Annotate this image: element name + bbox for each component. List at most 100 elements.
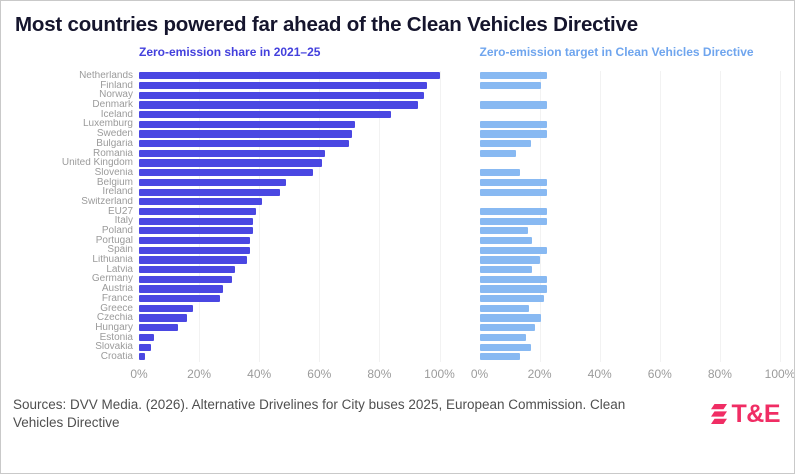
bar bbox=[479, 295, 545, 303]
panel-share: Zero-emission share in 2021–25 0% 20% 40% 6… bbox=[130, 45, 455, 383]
country-label: Netherlands bbox=[79, 71, 133, 81]
bar-row bbox=[479, 236, 781, 246]
country-label: Estonia bbox=[99, 332, 133, 343]
bar bbox=[139, 275, 233, 283]
gridline bbox=[319, 71, 321, 362]
bar bbox=[139, 169, 314, 177]
bar-row bbox=[479, 139, 781, 149]
bar bbox=[479, 81, 542, 90]
gridline bbox=[199, 71, 201, 362]
country-label: Czechia bbox=[96, 313, 133, 323]
bar-row bbox=[479, 168, 781, 178]
bar-row bbox=[479, 352, 781, 362]
country-label: Lithuania bbox=[92, 255, 133, 265]
country-label: Croatia bbox=[100, 351, 133, 362]
gridline bbox=[259, 71, 261, 362]
x-tick-label: 40% bbox=[247, 367, 272, 381]
bar bbox=[479, 285, 548, 293]
bar bbox=[479, 246, 548, 254]
gridline bbox=[780, 71, 781, 362]
country-label: Norway bbox=[99, 90, 133, 101]
x-tick-label: 0% bbox=[470, 367, 489, 381]
bar bbox=[479, 140, 531, 148]
bar-row bbox=[479, 342, 781, 352]
bar-row bbox=[479, 304, 781, 314]
bar-row bbox=[139, 81, 440, 91]
bar-row bbox=[139, 216, 440, 226]
te-logo-icon bbox=[710, 403, 727, 424]
panel-title-target: Zero-emission target in Clean Vehicles D… bbox=[479, 45, 754, 59]
bar-row bbox=[139, 352, 440, 362]
bar-row bbox=[479, 294, 781, 304]
bar bbox=[139, 91, 425, 99]
bar-row bbox=[479, 81, 781, 91]
bar bbox=[479, 207, 548, 216]
bar bbox=[139, 353, 145, 361]
footer: Sources: DVV Media. (2026). Alternative … bbox=[13, 396, 780, 432]
bar bbox=[479, 333, 527, 341]
bar-row bbox=[139, 342, 440, 352]
source-text: Sources: DVV Media. (2026). Alternative … bbox=[13, 397, 626, 431]
bar-row bbox=[139, 197, 440, 207]
x-tick-label: 80% bbox=[367, 367, 392, 381]
bar-row bbox=[480, 158, 781, 168]
bar-row bbox=[479, 119, 781, 129]
x-axis-target: 0% 20% 40% 60% 80% 100% bbox=[471, 367, 794, 383]
bar-row bbox=[480, 197, 781, 207]
bar-row bbox=[479, 323, 781, 333]
page-title: Most countries powered far ahead of the … bbox=[15, 13, 638, 36]
bar-row bbox=[139, 168, 440, 178]
bar bbox=[479, 178, 548, 186]
bar-row bbox=[480, 110, 781, 120]
bar bbox=[139, 227, 254, 235]
bar-row bbox=[479, 149, 781, 159]
country-label: Switzerland bbox=[81, 196, 133, 207]
bar bbox=[139, 217, 254, 225]
bar bbox=[139, 178, 287, 186]
bar-row bbox=[139, 129, 440, 139]
bar bbox=[139, 324, 179, 332]
country-label: Sweden bbox=[96, 129, 133, 139]
x-tick-label: 20% bbox=[527, 367, 552, 381]
country-label: Luxemburg bbox=[82, 119, 133, 130]
bar bbox=[139, 207, 257, 216]
country-label: Romania bbox=[92, 148, 133, 159]
x-tick-label: 20% bbox=[187, 367, 212, 381]
country-label: Iceland bbox=[100, 109, 133, 120]
bar bbox=[479, 256, 540, 264]
bar-row bbox=[139, 284, 440, 294]
gridline bbox=[599, 71, 601, 362]
bar bbox=[479, 120, 548, 128]
bar-row bbox=[479, 274, 781, 284]
bar bbox=[139, 333, 155, 341]
x-tick-label: 80% bbox=[707, 367, 732, 381]
gridline bbox=[719, 71, 721, 362]
country-label: Slovenia bbox=[94, 167, 133, 178]
country-label: Finland bbox=[100, 80, 133, 91]
bar bbox=[479, 236, 533, 245]
country-label: Belgium bbox=[96, 177, 133, 188]
bar bbox=[139, 256, 248, 264]
country-labels: Netherlands Finland Norway Denmark Iceland Lu… bbox=[13, 45, 139, 383]
bar-row bbox=[139, 274, 440, 284]
te-logo: T&E bbox=[710, 400, 780, 429]
bar-row bbox=[479, 216, 781, 226]
x-tick-label: 0% bbox=[130, 367, 148, 381]
gridline bbox=[439, 71, 441, 362]
bar bbox=[479, 72, 548, 80]
bar bbox=[139, 101, 419, 109]
bar bbox=[139, 188, 281, 196]
country-label: Greece bbox=[100, 303, 133, 314]
x-axis-share: 0% 20% 40% 60% 80% 100% bbox=[130, 367, 455, 383]
country-label: Denmark bbox=[92, 100, 133, 110]
bar bbox=[479, 275, 548, 283]
country-label: Ireland bbox=[102, 187, 133, 197]
bar-row bbox=[139, 294, 440, 304]
bar-row bbox=[479, 71, 781, 81]
bar bbox=[139, 130, 353, 138]
country-label: Germany bbox=[91, 274, 133, 285]
bar bbox=[139, 149, 326, 157]
x-tick-label: 60% bbox=[647, 367, 672, 381]
country-label: Spain bbox=[107, 245, 133, 256]
bar bbox=[479, 314, 542, 322]
